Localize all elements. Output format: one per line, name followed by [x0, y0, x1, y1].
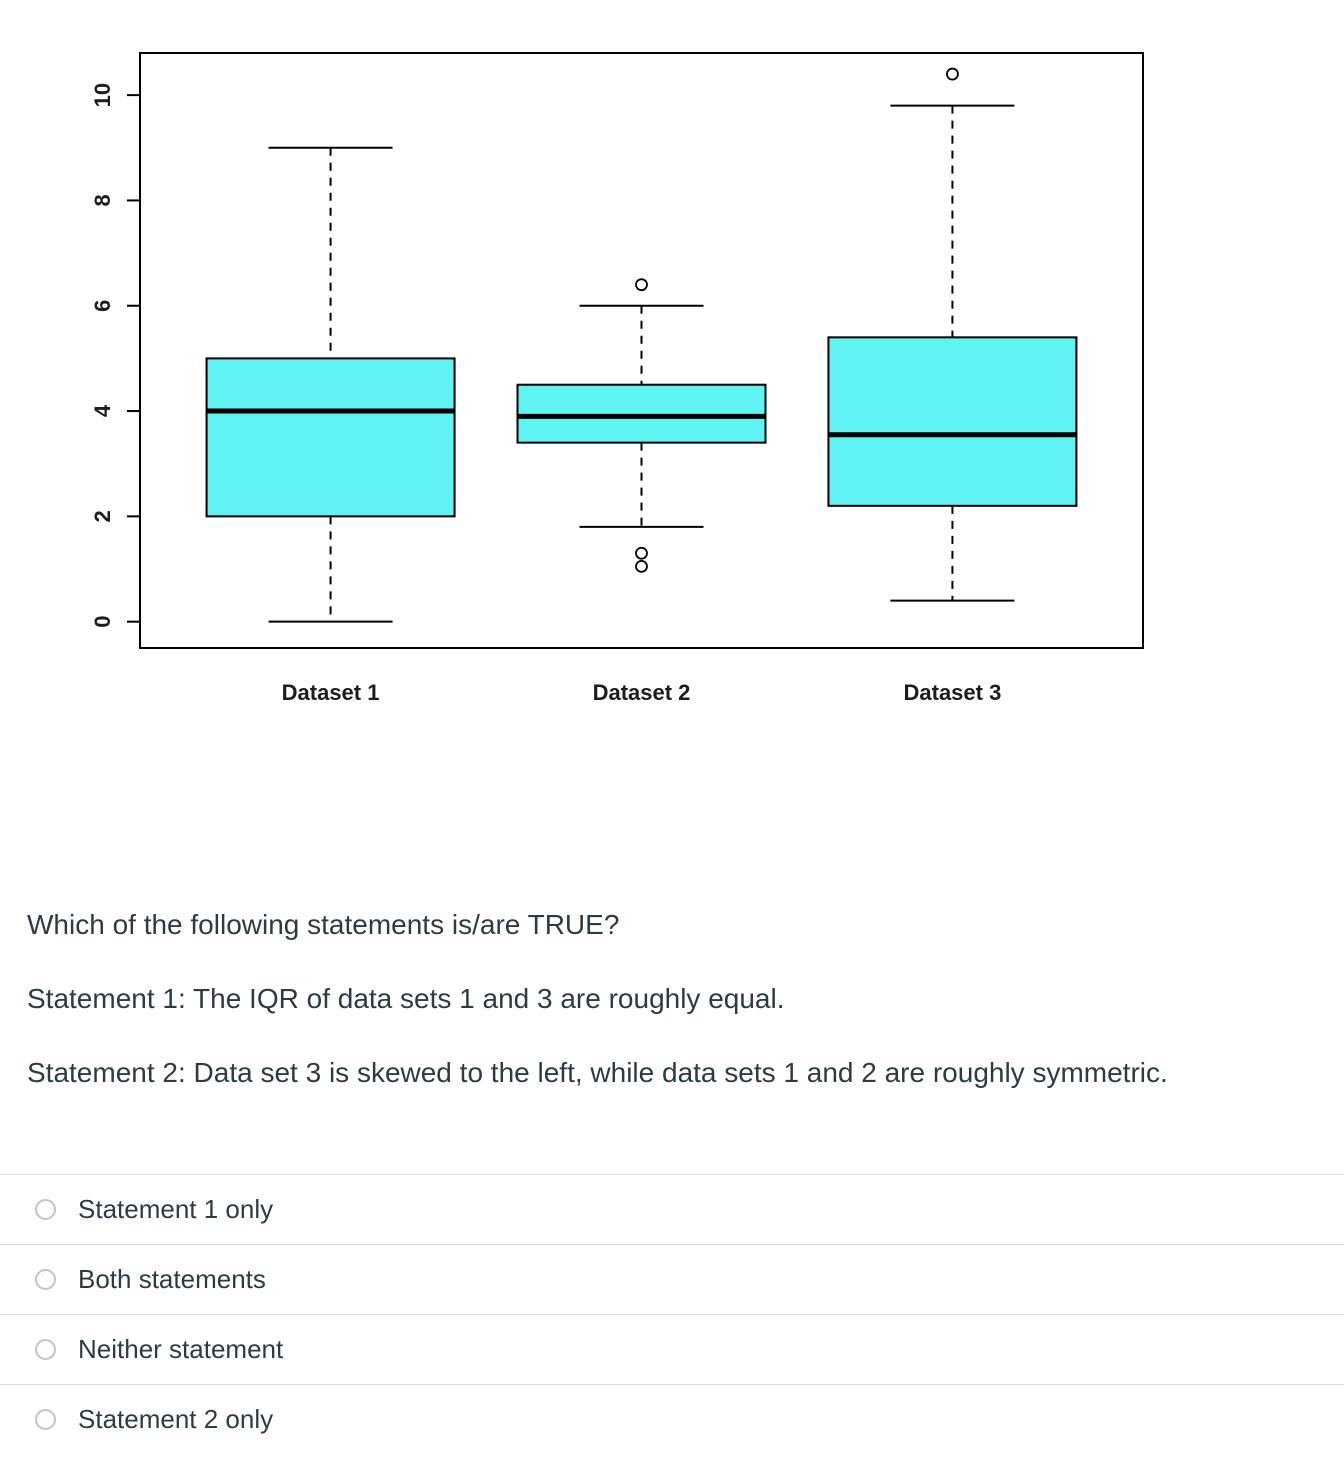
svg-text:4: 4: [90, 404, 115, 417]
answer-option-statement-1-only[interactable]: Statement 1 only: [0, 1174, 1344, 1244]
answer-option-label: Statement 2 only: [78, 1404, 274, 1434]
radio-button-icon[interactable]: [35, 1269, 56, 1290]
answer-option-neither-statement[interactable]: Neither statement: [0, 1314, 1344, 1384]
svg-text:2: 2: [90, 510, 115, 522]
svg-text:10: 10: [90, 83, 115, 107]
answer-option-label: Statement 1 only: [78, 1194, 274, 1224]
question-block: Which of the following statements is/are…: [27, 908, 1317, 1090]
statement-2-text: Statement 2: Data set 3 is skewed to the…: [27, 1057, 1168, 1088]
question-prompt: Which of the following statements is/are…: [27, 909, 620, 940]
radio-button-icon[interactable]: [35, 1339, 56, 1360]
svg-text:8: 8: [90, 194, 115, 206]
boxplot-svg: 0 2 4 6 8 10 Dataset 1 Dataset 2 Dataset 3: [90, 52, 1144, 705]
radio-button-icon[interactable]: [35, 1409, 56, 1430]
svg-text:0: 0: [90, 616, 115, 628]
boxplot-figure: 0 2 4 6 8 10 Dataset 1 Dataset 2 Dataset 3: [25, 8, 1145, 718]
svg-text:Dataset 3: Dataset 3: [904, 680, 1002, 705]
radio-button-icon[interactable]: [35, 1199, 56, 1220]
statement-1-text: Statement 1: The IQR of data sets 1 and …: [27, 983, 785, 1014]
answer-option-label: Both statements: [78, 1264, 266, 1294]
answer-option-label: Neither statement: [78, 1334, 284, 1364]
svg-text:Dataset 1: Dataset 1: [282, 680, 380, 705]
answer-option-statement-2-only[interactable]: Statement 2 only: [0, 1384, 1344, 1454]
svg-text:6: 6: [90, 300, 115, 312]
answer-option-both-statements[interactable]: Both statements: [0, 1244, 1344, 1314]
svg-text:Dataset 2: Dataset 2: [593, 680, 691, 705]
answer-options: Statement 1 only Both statements Neither…: [0, 1174, 1344, 1454]
